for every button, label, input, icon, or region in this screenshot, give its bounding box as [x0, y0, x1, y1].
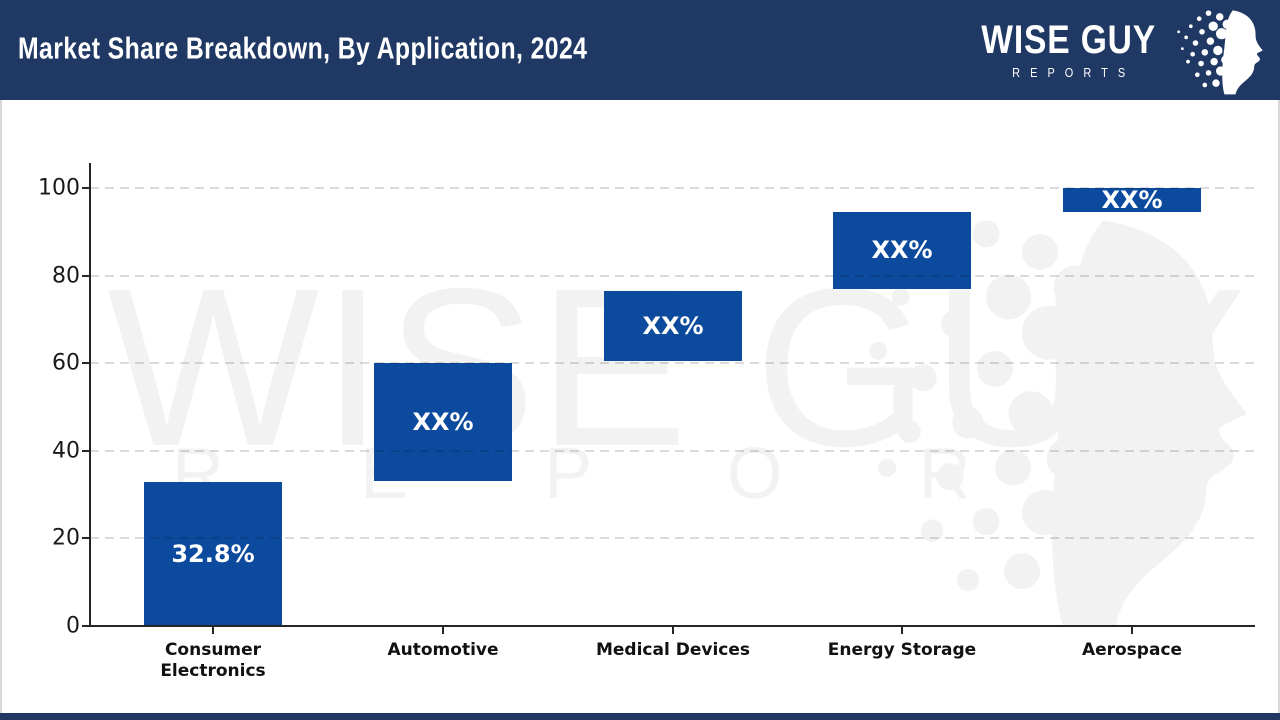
y-tick-mark	[82, 274, 90, 277]
y-tick-label: 80	[52, 263, 80, 289]
brand-name: WISE GUY	[981, 18, 1156, 62]
y-tick-label: 100	[38, 175, 80, 201]
brand-subtitle: REPORTS	[1012, 65, 1136, 80]
y-tick-mark	[82, 625, 90, 627]
y-tick-mark	[82, 537, 90, 540]
x-tick-mark	[442, 627, 444, 634]
bar-value-label: XX%	[1101, 185, 1163, 214]
gridline	[90, 186, 1255, 189]
x-category-label: Automotive	[387, 640, 499, 660]
waterfall-bar: XX%	[833, 211, 971, 289]
waterfall-bar: 32.8%	[144, 482, 282, 626]
header-bar: Market Share Breakdown, By Application, …	[0, 0, 1280, 100]
x-tick-mark	[901, 627, 903, 634]
waterfall-bar: XX%	[604, 290, 742, 361]
gridline	[90, 362, 1255, 365]
gridline	[90, 537, 1255, 540]
brand-logo: WISE GUY REPORTS	[948, 0, 1272, 100]
y-tick-mark	[82, 449, 90, 452]
x-tick-mark	[1131, 627, 1133, 634]
waterfall-bar: XX%	[1063, 185, 1201, 214]
gridline	[90, 449, 1255, 452]
bar-value-label: XX%	[871, 236, 933, 265]
y-tick-label: 20	[52, 525, 80, 551]
chart-area: WISE GUY R E P O R T S 0 20 40 60 80 100 32.8%…	[0, 100, 1280, 713]
bar-value-label: 32.8%	[171, 540, 255, 569]
bar-value-label: XX%	[412, 408, 474, 437]
page-title: Market Share Breakdown, By Application, …	[18, 30, 588, 66]
gridline	[90, 274, 1255, 277]
y-axis-line	[89, 163, 91, 627]
x-axis-line	[89, 625, 1255, 627]
x-tick-mark	[212, 627, 214, 634]
y-tick-mark	[82, 362, 90, 365]
y-tick-mark	[82, 186, 90, 189]
x-category-label: Consumer Electronics	[160, 640, 266, 682]
waterfall-bar: XX%	[374, 363, 512, 482]
y-tick-label: 0	[66, 613, 80, 639]
bar-value-label: XX%	[642, 311, 704, 340]
x-category-label: Aerospace	[1081, 640, 1183, 660]
waterfall-plot: 0 20 40 60 80 100 32.8% Consumer Electronics XX%…	[2, 100, 1278, 713]
brand-head-icon	[1177, 10, 1263, 95]
x-category-label: Medical Devices	[595, 640, 750, 660]
footer-bar	[0, 713, 1280, 720]
x-category-label: Energy Storage	[827, 640, 977, 660]
x-tick-mark	[672, 627, 674, 634]
y-tick-label: 40	[52, 438, 80, 464]
y-tick-label: 60	[52, 350, 80, 376]
